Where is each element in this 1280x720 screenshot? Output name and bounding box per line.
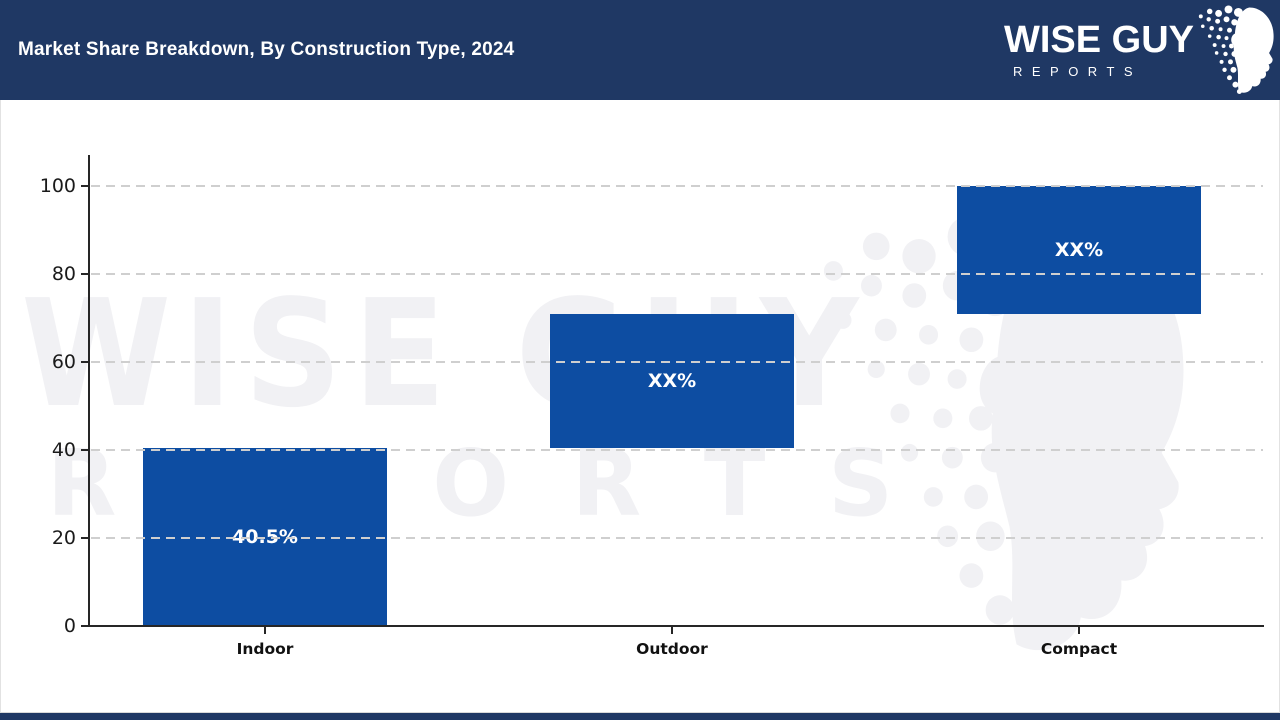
bar-value-label: 40.5% bbox=[232, 525, 298, 548]
y-tick-mark bbox=[81, 185, 89, 187]
bar-value-label: XX% bbox=[1054, 238, 1104, 261]
chart-area: WISE GUY R E P O R T S 40.5% XX% bbox=[0, 100, 1280, 713]
y-axis-line bbox=[88, 155, 90, 627]
y-tick-label: 80 bbox=[51, 263, 76, 285]
y-tick-label: 100 bbox=[39, 175, 76, 197]
bar-outdoor: XX% bbox=[550, 313, 794, 448]
x-category-label: Outdoor bbox=[636, 640, 708, 658]
gridline bbox=[91, 449, 1263, 451]
y-tick-label: 0 bbox=[63, 615, 76, 637]
y-tick-label: 20 bbox=[51, 527, 76, 549]
gridline bbox=[91, 185, 1263, 187]
header-banner: Market Share Breakdown, By Construction … bbox=[0, 0, 1280, 100]
footer-bar bbox=[0, 713, 1280, 720]
bar-compact: XX% bbox=[957, 186, 1201, 314]
gridline bbox=[91, 273, 1263, 275]
y-tick-label: 60 bbox=[51, 351, 76, 373]
brand-logo: WISE GUY REPORTS bbox=[1004, 0, 1276, 100]
x-category-label: Compact bbox=[1040, 640, 1118, 658]
y-tick-mark bbox=[81, 449, 89, 451]
gridline bbox=[91, 361, 1263, 363]
logo-text: WISE GUY REPORTS bbox=[1004, 21, 1194, 79]
y-tick-label: 40 bbox=[51, 439, 76, 461]
y-tick-mark bbox=[81, 537, 89, 539]
chart-title: Market Share Breakdown, By Construction … bbox=[18, 39, 515, 60]
x-tick-mark bbox=[671, 627, 673, 634]
x-tick-mark bbox=[264, 627, 266, 634]
x-tick-mark bbox=[1078, 627, 1080, 634]
logo-wordmark: WISE GUY bbox=[1003, 19, 1194, 61]
y-tick-mark bbox=[81, 273, 89, 275]
y-tick-mark bbox=[81, 361, 89, 363]
bar-value-label: XX% bbox=[647, 369, 697, 392]
gridline bbox=[91, 537, 1263, 539]
logo-subtitle: REPORTS bbox=[1012, 64, 1143, 79]
bar-indoor: 40.5% bbox=[143, 447, 387, 626]
y-tick-mark bbox=[81, 625, 89, 627]
x-axis-line bbox=[88, 625, 1264, 627]
logo-head-icon bbox=[1198, 5, 1274, 95]
x-category-label: Indoor bbox=[236, 640, 294, 658]
